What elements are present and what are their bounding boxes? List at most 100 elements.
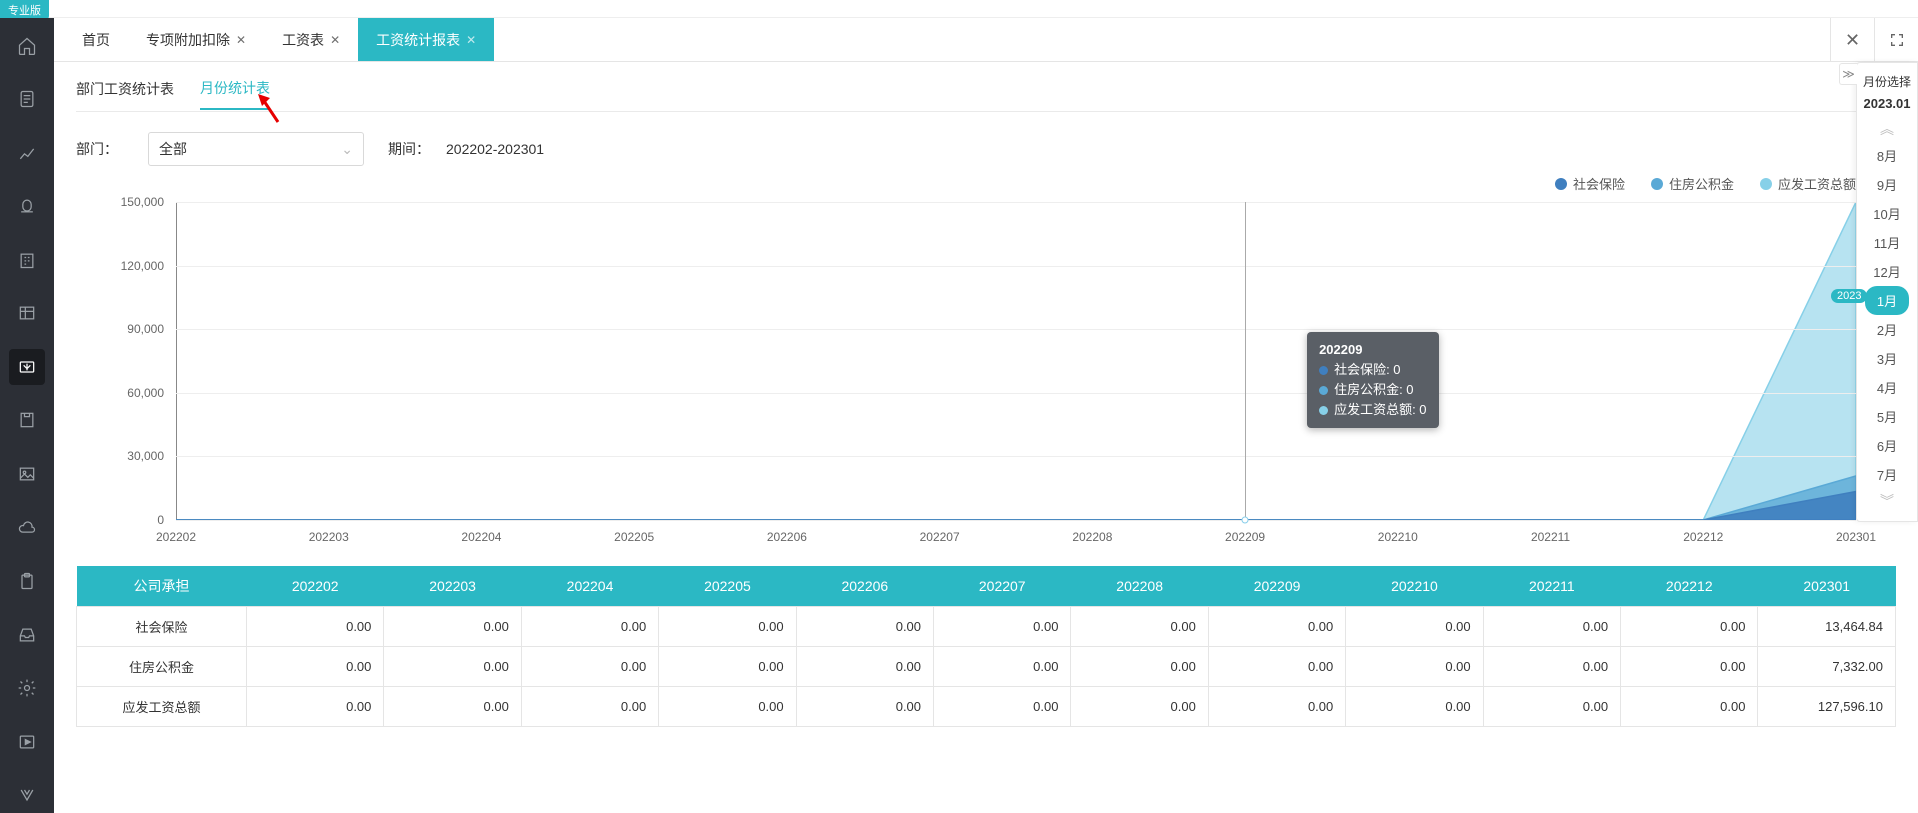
x-tick-label: 202208 bbox=[1072, 530, 1112, 544]
row-name: 住房公积金 bbox=[77, 647, 247, 687]
legend-dot-icon bbox=[1651, 178, 1663, 190]
month-item[interactable]: 2月 bbox=[1857, 315, 1917, 344]
gridline bbox=[176, 393, 1856, 394]
subtab-month-stats[interactable]: 月份统计表 bbox=[200, 78, 270, 110]
cell: 0.00 bbox=[1208, 647, 1345, 687]
rail-cloud-icon[interactable] bbox=[9, 510, 45, 546]
rail-settings-icon[interactable] bbox=[9, 670, 45, 706]
x-tick-label: 202204 bbox=[461, 530, 501, 544]
main-area: 首页专项附加扣除✕工资表✕ 工资统计报表 ✕ ✕ 部门工资统计表 月份统计表 ↻ 刷… bbox=[54, 18, 1918, 813]
cell: 0.00 bbox=[1071, 607, 1208, 647]
month-item[interactable]: 1月2023 bbox=[1865, 286, 1909, 315]
cell: 0.00 bbox=[384, 607, 521, 647]
chevron-down-icon: ⌄ bbox=[341, 141, 353, 158]
close-tabs-button[interactable]: ✕ bbox=[1830, 18, 1874, 62]
rail-building-icon[interactable] bbox=[9, 242, 45, 278]
rail-play-icon[interactable] bbox=[9, 724, 45, 760]
month-item[interactable]: 12月 bbox=[1857, 257, 1917, 286]
rail-money-icon[interactable] bbox=[9, 189, 45, 225]
sub-tabs: 部门工资统计表 月份统计表 ↻ 刷新 bbox=[76, 76, 1896, 112]
rail-inbox-icon[interactable] bbox=[9, 617, 45, 653]
month-item[interactable]: 11月 bbox=[1857, 228, 1917, 257]
cell: 0.00 bbox=[659, 647, 796, 687]
x-tick-label: 202212 bbox=[1683, 530, 1723, 544]
cell: 0.00 bbox=[796, 607, 933, 647]
x-tick-label: 202207 bbox=[920, 530, 960, 544]
y-tick-label: 120,000 bbox=[100, 259, 164, 273]
period-value: 202202-202301 bbox=[446, 141, 544, 157]
edition-badge: 专业版 bbox=[0, 0, 49, 20]
cell: 0.00 bbox=[521, 687, 658, 727]
x-tick-label: 202205 bbox=[614, 530, 654, 544]
month-item[interactable]: 4月 bbox=[1857, 373, 1917, 402]
filter-bar: 部门： 全部 ⌄ 期间： 202202-202301 bbox=[76, 112, 1896, 180]
month-scroll-up-button[interactable]: ︽ bbox=[1857, 117, 1917, 141]
tab-0[interactable]: 首页 bbox=[64, 18, 128, 61]
dept-select-value: 全部 bbox=[159, 139, 187, 159]
cell: 0.00 bbox=[247, 647, 384, 687]
rail-image-icon[interactable] bbox=[9, 456, 45, 492]
month-item[interactable]: 9月 bbox=[1857, 170, 1917, 199]
tab-2[interactable]: 工资表✕ bbox=[264, 18, 358, 61]
month-item[interactable]: 5月 bbox=[1857, 402, 1917, 431]
cell: 0.00 bbox=[1071, 687, 1208, 727]
row-name: 应发工资总额 bbox=[77, 687, 247, 727]
rail-home-icon[interactable] bbox=[9, 28, 45, 64]
cell: 0.00 bbox=[1483, 607, 1620, 647]
subtab-dept-stats[interactable]: 部门工资统计表 bbox=[76, 79, 174, 109]
tab-label: 首页 bbox=[82, 30, 110, 50]
cell: 0.00 bbox=[934, 607, 1071, 647]
tab-close-icon[interactable]: ✕ bbox=[466, 33, 476, 47]
gridline bbox=[176, 456, 1856, 457]
month-panel-collapse-button[interactable]: ≫ bbox=[1839, 63, 1857, 85]
cell: 0.00 bbox=[934, 687, 1071, 727]
x-tick-label: 202202 bbox=[156, 530, 196, 544]
rail-v-icon[interactable] bbox=[9, 777, 45, 813]
legend-dot-icon bbox=[1555, 178, 1567, 190]
dept-select[interactable]: 全部 ⌄ bbox=[148, 132, 364, 166]
legend-label: 社会保险 bbox=[1573, 174, 1625, 193]
cell: 0.00 bbox=[1346, 647, 1483, 687]
table-header: 202212 bbox=[1621, 566, 1758, 607]
month-item[interactable]: 10月 bbox=[1857, 199, 1917, 228]
tab-close-icon[interactable]: ✕ bbox=[236, 33, 246, 47]
month-panel-year: 2023.01 bbox=[1857, 94, 1917, 117]
rail-template-icon[interactable] bbox=[9, 403, 45, 439]
y-tick-label: 0 bbox=[100, 513, 164, 527]
rail-doc-icon[interactable] bbox=[9, 82, 45, 118]
cell: 0.00 bbox=[384, 647, 521, 687]
tab-label: 工资统计报表 bbox=[376, 30, 460, 50]
legend-item[interactable]: 社会保险 bbox=[1555, 174, 1625, 193]
legend-item[interactable]: 住房公积金 bbox=[1651, 174, 1734, 193]
cell: 0.00 bbox=[1208, 687, 1345, 727]
chart-plot[interactable]: 030,00060,00090,000120,000150,0002022022… bbox=[176, 202, 1856, 520]
month-item[interactable]: 6月 bbox=[1857, 431, 1917, 460]
legend-dot-icon bbox=[1760, 178, 1772, 190]
year-tag: 2023 bbox=[1831, 289, 1867, 303]
dept-label: 部门： bbox=[76, 139, 118, 159]
cell: 0.00 bbox=[1071, 647, 1208, 687]
cell: 0.00 bbox=[1483, 647, 1620, 687]
tab-3[interactable]: 工资统计报表 ✕ bbox=[358, 18, 494, 61]
rail-table-icon[interactable] bbox=[9, 296, 45, 332]
table-header: 202210 bbox=[1346, 566, 1483, 607]
chart-area: 社会保险住房公积金应发工资总额 030,00060,00090,000120,0… bbox=[76, 180, 1896, 560]
chart-svg bbox=[176, 202, 1856, 520]
cell: 0.00 bbox=[521, 647, 658, 687]
x-tick-label: 202206 bbox=[767, 530, 807, 544]
cell: 0.00 bbox=[796, 687, 933, 727]
fullscreen-button[interactable] bbox=[1874, 18, 1918, 62]
tab-1[interactable]: 专项附加扣除✕ bbox=[128, 18, 264, 61]
month-item[interactable]: 7月 bbox=[1857, 460, 1917, 489]
month-item[interactable]: 8月 bbox=[1857, 141, 1917, 170]
month-scroll-down-button[interactable]: ︾ bbox=[1857, 489, 1917, 513]
table-header: 202208 bbox=[1071, 566, 1208, 607]
rail-salary-icon[interactable] bbox=[9, 349, 45, 385]
rail-chart-icon[interactable] bbox=[9, 135, 45, 171]
cell: 127,596.10 bbox=[1758, 687, 1896, 727]
period-display: 期间： 202202-202301 bbox=[388, 139, 544, 159]
rail-clipboard-icon[interactable] bbox=[9, 563, 45, 599]
tab-close-icon[interactable]: ✕ bbox=[330, 33, 340, 47]
month-item[interactable]: 3月 bbox=[1857, 344, 1917, 373]
legend-item[interactable]: 应发工资总额 bbox=[1760, 174, 1856, 193]
